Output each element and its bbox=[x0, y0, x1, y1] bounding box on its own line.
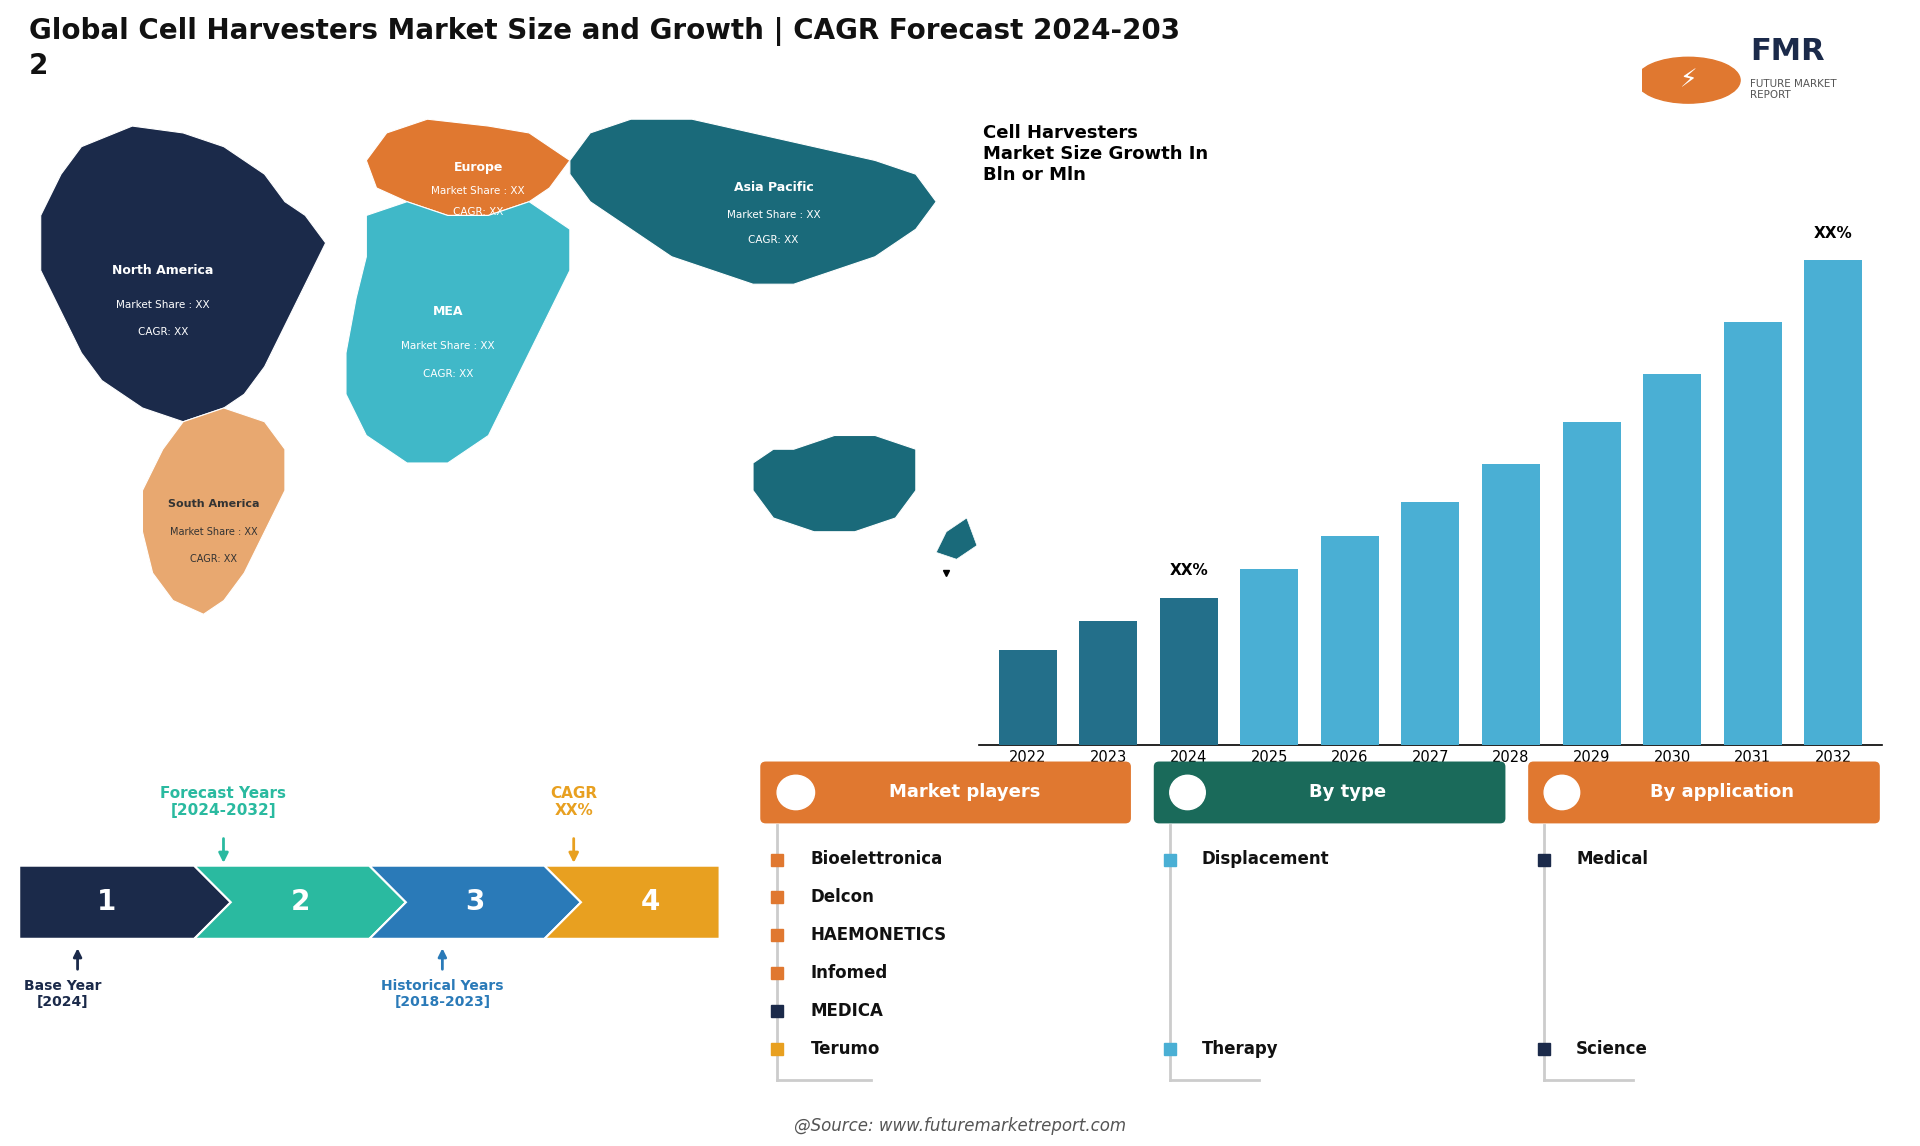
Text: Market Share : XX: Market Share : XX bbox=[432, 187, 524, 196]
Text: Historical Years
[2018-2023]: Historical Years [2018-2023] bbox=[380, 979, 503, 1008]
Polygon shape bbox=[142, 408, 284, 614]
Text: Science: Science bbox=[1576, 1039, 1647, 1058]
Circle shape bbox=[1636, 57, 1740, 103]
Polygon shape bbox=[570, 119, 937, 284]
Text: Global Cell Harvesters Market Size and Growth | CAGR Forecast 2024-203: Global Cell Harvesters Market Size and G… bbox=[29, 17, 1181, 46]
FancyBboxPatch shape bbox=[1154, 762, 1505, 823]
Bar bbox=[1805, 260, 1862, 745]
Bar bbox=[1321, 535, 1379, 745]
Text: Market players: Market players bbox=[889, 784, 1041, 801]
Bar bbox=[1402, 502, 1459, 745]
Text: By application: By application bbox=[1649, 784, 1793, 801]
Text: CAGR: XX: CAGR: XX bbox=[453, 207, 503, 217]
Text: XX%: XX% bbox=[1814, 226, 1853, 241]
Text: Displacement: Displacement bbox=[1202, 850, 1329, 869]
Bar bbox=[1724, 322, 1782, 745]
Text: Infomed: Infomed bbox=[810, 964, 889, 982]
Text: Europe: Europe bbox=[453, 160, 503, 174]
Polygon shape bbox=[753, 435, 916, 532]
Text: Medical: Medical bbox=[1576, 850, 1647, 869]
Circle shape bbox=[1169, 776, 1206, 810]
Polygon shape bbox=[545, 865, 720, 939]
Circle shape bbox=[1544, 776, 1580, 810]
Text: FMR: FMR bbox=[1751, 37, 1826, 66]
Polygon shape bbox=[346, 202, 570, 463]
Polygon shape bbox=[937, 518, 977, 559]
Bar bbox=[1240, 570, 1298, 745]
Text: Therapy: Therapy bbox=[1202, 1039, 1279, 1058]
Text: MEA: MEA bbox=[432, 305, 463, 319]
Text: 4: 4 bbox=[641, 888, 660, 917]
FancyBboxPatch shape bbox=[760, 762, 1131, 823]
Text: By type: By type bbox=[1309, 784, 1386, 801]
Text: Market Share : XX: Market Share : XX bbox=[169, 527, 257, 536]
Text: Terumo: Terumo bbox=[810, 1039, 879, 1058]
Polygon shape bbox=[19, 865, 230, 939]
Text: Asia Pacific: Asia Pacific bbox=[733, 181, 814, 195]
Text: Market Share : XX: Market Share : XX bbox=[115, 300, 209, 309]
Bar bbox=[1563, 422, 1620, 745]
Text: CAGR
XX%: CAGR XX% bbox=[551, 786, 597, 818]
Polygon shape bbox=[367, 119, 570, 215]
Text: Cell Harvesters
Market Size Growth In
Bln or Mln: Cell Harvesters Market Size Growth In Bl… bbox=[983, 124, 1208, 183]
Bar bbox=[1644, 374, 1701, 745]
Text: HAEMONETICS: HAEMONETICS bbox=[810, 926, 947, 944]
Text: Market Share : XX: Market Share : XX bbox=[401, 342, 495, 351]
Polygon shape bbox=[40, 126, 326, 422]
Text: ⚡: ⚡ bbox=[1680, 69, 1697, 92]
Polygon shape bbox=[369, 865, 582, 939]
FancyBboxPatch shape bbox=[1528, 762, 1880, 823]
Text: 2: 2 bbox=[29, 52, 48, 79]
Circle shape bbox=[778, 776, 814, 810]
Bar bbox=[1079, 621, 1137, 745]
Text: 2: 2 bbox=[290, 888, 309, 917]
Bar bbox=[1160, 597, 1217, 745]
Text: Base Year
[2024]: Base Year [2024] bbox=[25, 979, 102, 1008]
Text: Delcon: Delcon bbox=[810, 888, 876, 906]
Text: XX%: XX% bbox=[1169, 563, 1208, 578]
Bar bbox=[998, 650, 1056, 745]
Text: Forecast Years
[2024-2032]: Forecast Years [2024-2032] bbox=[161, 786, 286, 818]
Text: 3: 3 bbox=[465, 888, 486, 917]
Text: Bioelettronica: Bioelettronica bbox=[810, 850, 943, 869]
Text: Market Share : XX: Market Share : XX bbox=[726, 211, 820, 220]
Text: North America: North America bbox=[111, 264, 213, 277]
Text: CAGR: XX: CAGR: XX bbox=[190, 555, 238, 564]
Text: CAGR: XX: CAGR: XX bbox=[422, 369, 472, 378]
Text: South America: South America bbox=[167, 500, 259, 509]
Text: @Source: www.futuremarketreport.com: @Source: www.futuremarketreport.com bbox=[795, 1116, 1125, 1135]
Text: CAGR: XX: CAGR: XX bbox=[138, 328, 188, 337]
Text: FUTURE MARKET
REPORT: FUTURE MARKET REPORT bbox=[1751, 79, 1837, 100]
Text: MEDICA: MEDICA bbox=[810, 1002, 883, 1020]
Text: 1: 1 bbox=[98, 888, 117, 917]
Polygon shape bbox=[194, 865, 405, 939]
Text: CAGR: XX: CAGR: XX bbox=[749, 235, 799, 244]
Bar bbox=[1482, 464, 1540, 745]
